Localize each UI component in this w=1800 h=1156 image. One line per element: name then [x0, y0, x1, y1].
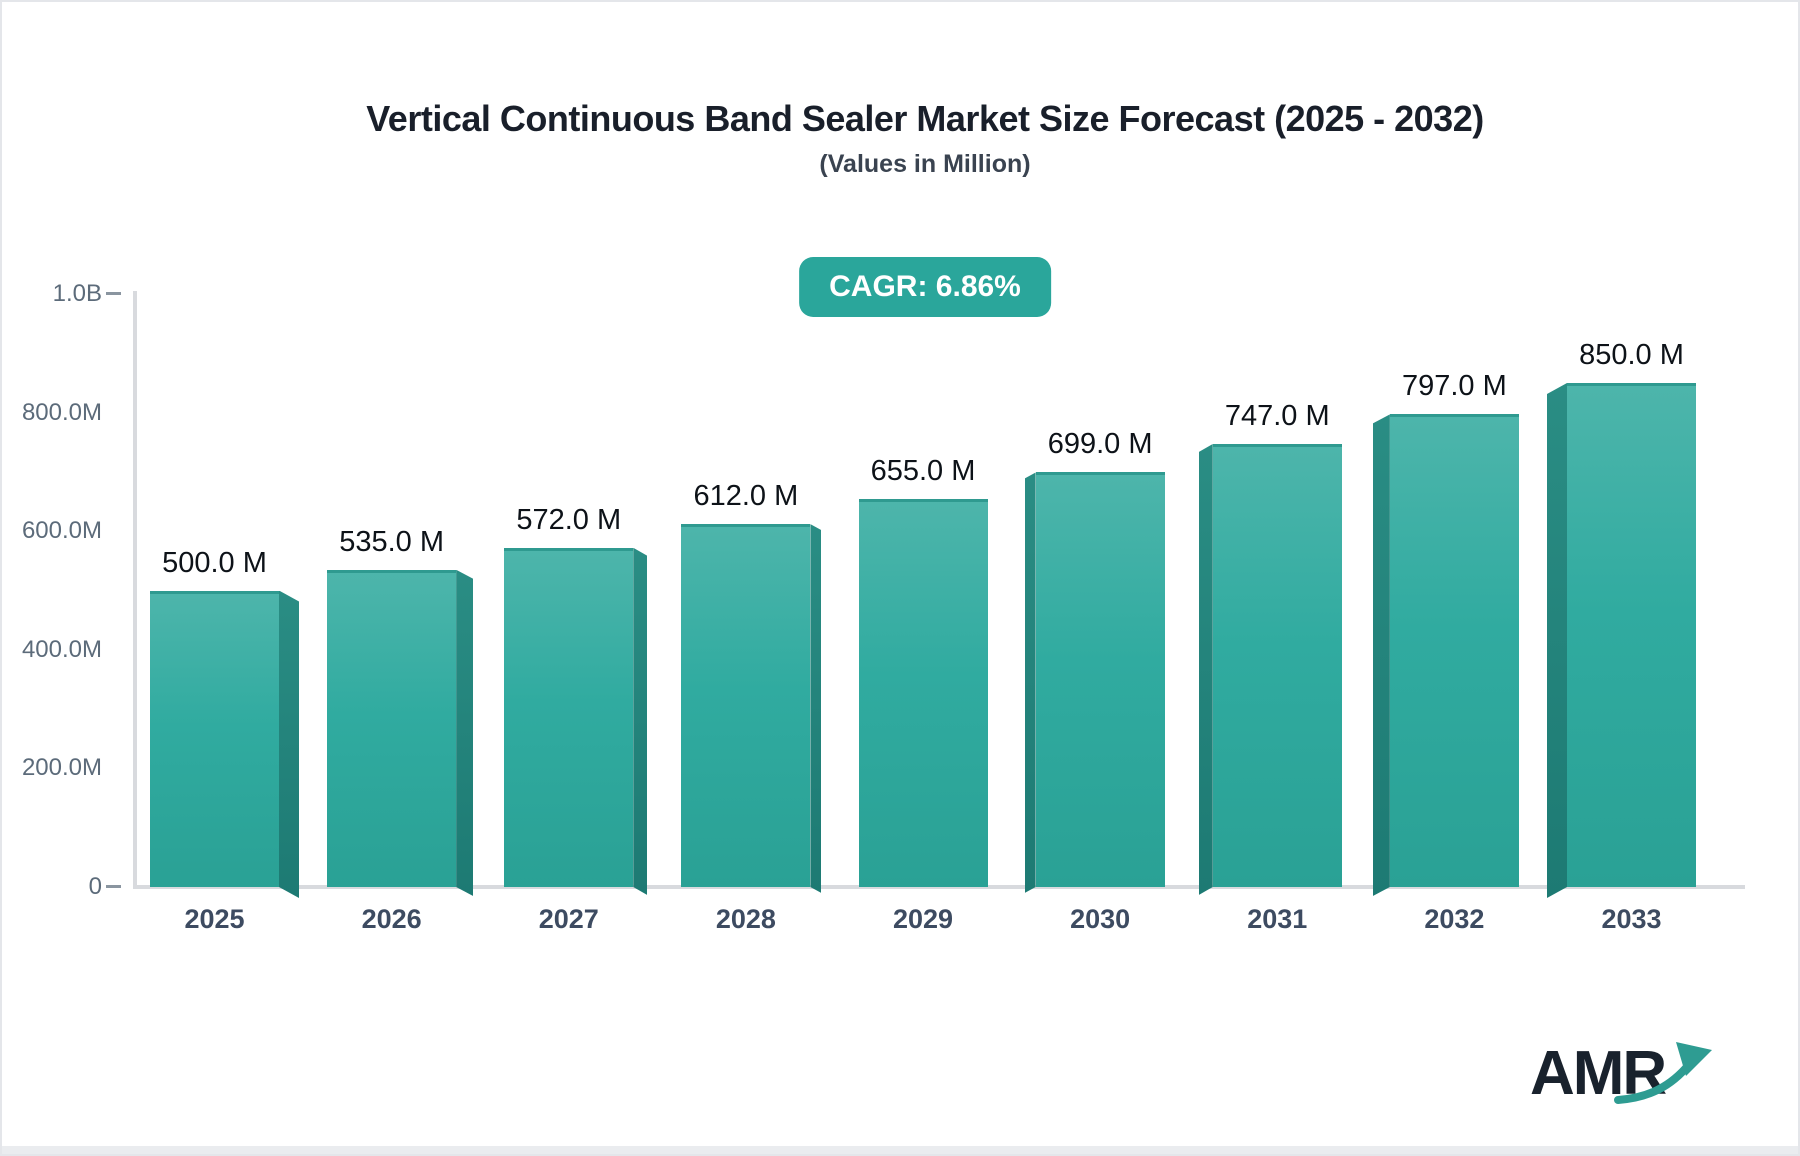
x-tick-label: 2028 [715, 904, 776, 934]
bar [1035, 472, 1165, 887]
bar-value-label: 699.0 M [1047, 428, 1153, 461]
bar-3d-side [279, 591, 299, 899]
chart-title: Vertical Continuous Band Sealer Market S… [366, 98, 1484, 139]
bar-3d-side [1547, 383, 1567, 898]
y-axis-line [133, 291, 137, 889]
bar-value-label: 500.0 M [162, 546, 267, 579]
y-tick-dash [106, 885, 121, 888]
bar [1567, 382, 1696, 887]
chart-subtitle: (Values in Million) [819, 150, 1031, 178]
bar-3d-side [456, 570, 473, 896]
y-tick-label: 1.0B [52, 280, 102, 307]
y-tick-label: 400.0M [21, 635, 102, 663]
x-tick-label: 2031 [1247, 904, 1308, 934]
y-tick-label: 600.0M [21, 517, 102, 545]
cagr-badge: CAGR: 6.86% [799, 257, 1051, 317]
brand-logo: AMR [1530, 1038, 1730, 1118]
y-tick-label: 0 [88, 873, 102, 900]
bar [858, 498, 988, 887]
bar [150, 590, 279, 887]
bar-3d-side [1373, 414, 1390, 896]
bar [504, 547, 634, 887]
bar-value-label: 850.0 M [1579, 338, 1684, 371]
bar-3d-side [810, 524, 821, 893]
bar [681, 524, 811, 887]
bar [1212, 444, 1342, 887]
x-tick-label: 2026 [361, 904, 422, 934]
bar-value-label: 535.0 M [339, 525, 445, 558]
bar [1389, 414, 1519, 887]
bar-value-label: 655.0 M [870, 454, 976, 487]
y-tick-label: 800.0M [21, 398, 102, 426]
x-tick-label: 2032 [1424, 904, 1485, 934]
bar-value-label: 612.0 M [693, 480, 799, 513]
bar-value-label: 747.0 M [1224, 400, 1330, 433]
bar-3d-side [633, 548, 647, 895]
bar-3d-side [1199, 444, 1213, 895]
growth-arrow-icon [1614, 1042, 1712, 1104]
x-tick-label: 2027 [538, 904, 599, 934]
x-tick-label: 2025 [184, 904, 245, 934]
bar [327, 569, 457, 887]
bar-value-label: 797.0 M [1401, 370, 1507, 403]
page-bottom-strip [2, 1146, 1798, 1154]
y-tick-label: 200.0M [21, 754, 102, 782]
x-tick-label: 2030 [1070, 904, 1131, 934]
x-tick-label: 2029 [892, 904, 954, 934]
bar-3d-side [1025, 472, 1036, 893]
bar-value-label: 572.0 M [516, 503, 622, 536]
y-tick-dash [106, 292, 121, 295]
x-axis-line [133, 885, 1745, 889]
x-tick-label: 2033 [1601, 904, 1662, 934]
